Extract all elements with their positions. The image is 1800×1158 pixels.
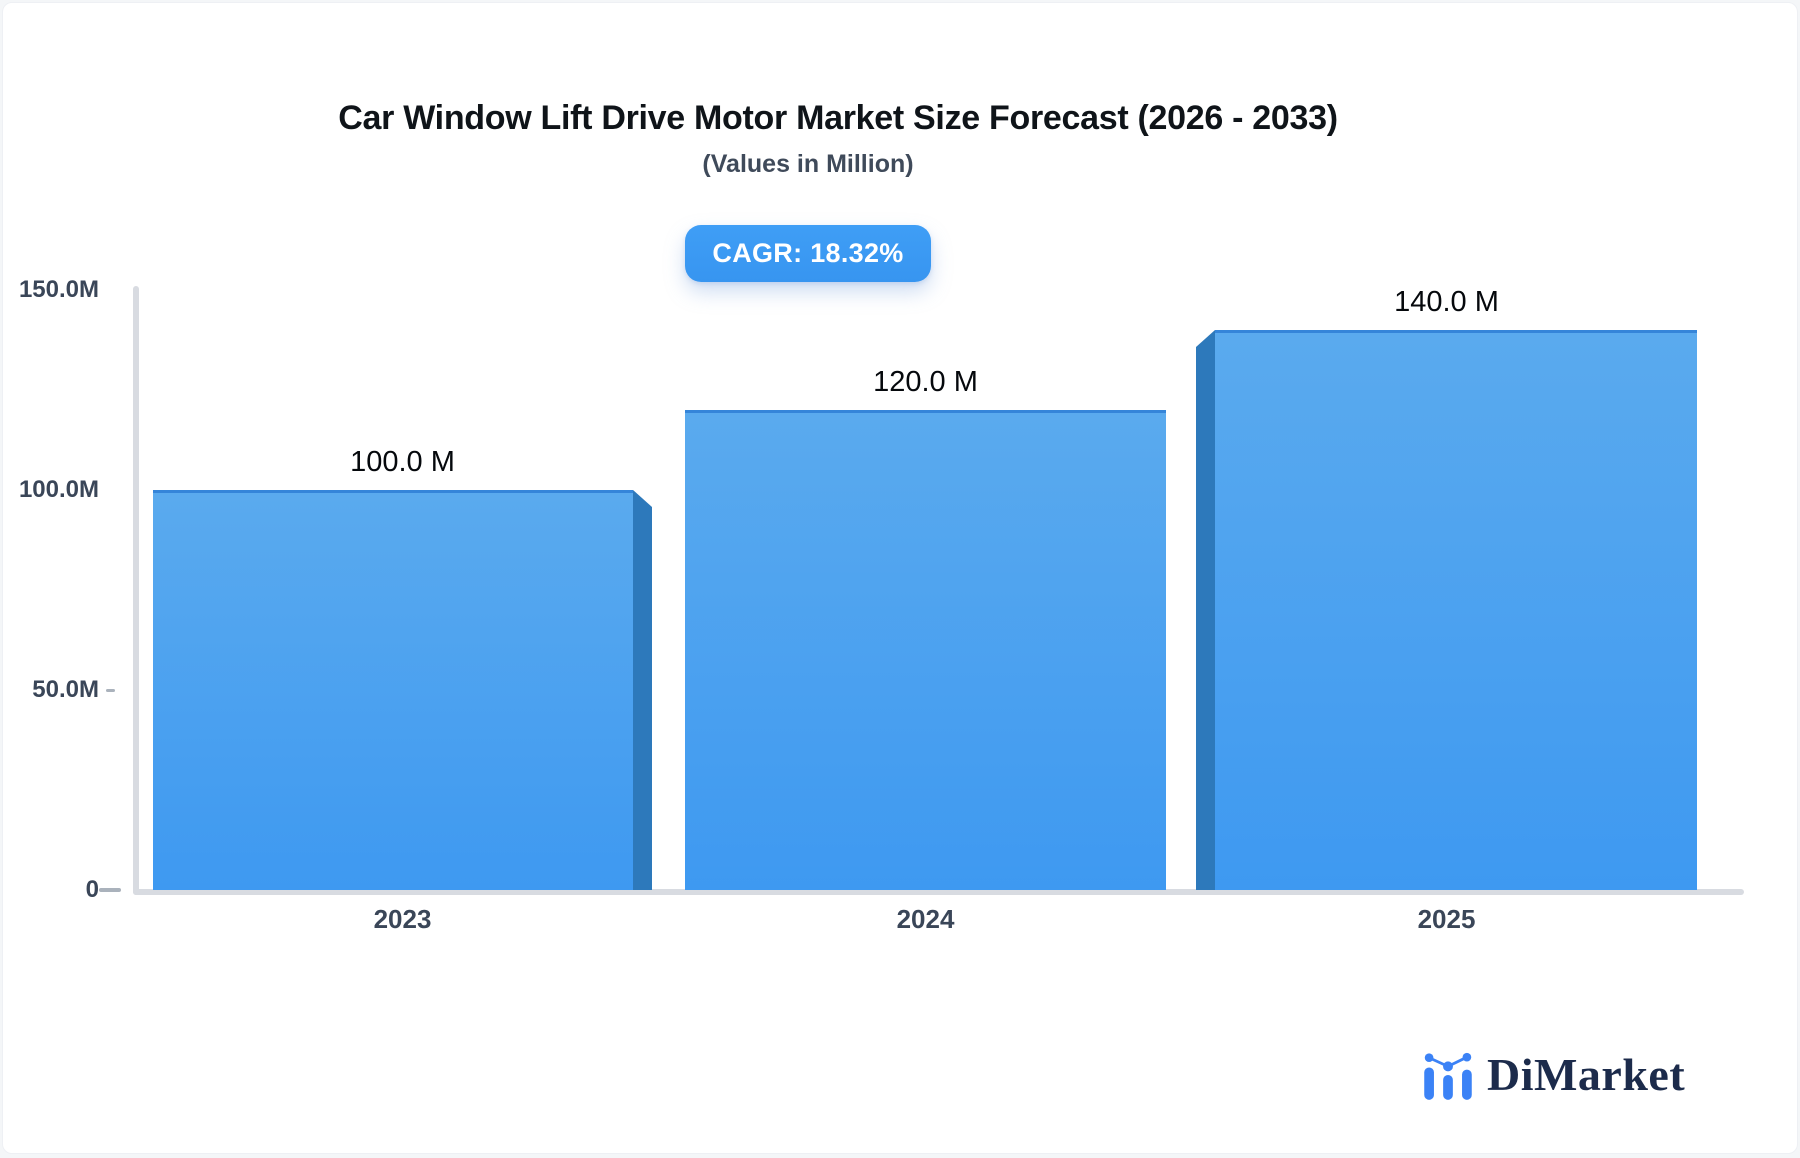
chart-title: Car Window Lift Drive Motor Market Size … <box>338 99 1338 137</box>
y-tick-label: 150.0M <box>18 276 99 303</box>
x-axis-label-2023: 2023 <box>373 904 432 934</box>
x-axis-line <box>133 889 1744 895</box>
bar-value-label: 100.0 M <box>350 446 455 478</box>
y-axis-line <box>133 286 139 895</box>
bar-2024 <box>685 410 1166 890</box>
bar-line-chart-icon <box>1424 1052 1472 1100</box>
bar-face <box>153 490 633 890</box>
y-tick-mark <box>106 688 115 692</box>
bar-side-3d <box>633 490 652 890</box>
cagr-badge-wrap: CAGR: 18.32% <box>3 225 1613 282</box>
logo-text: DiMarket <box>1487 1049 1686 1100</box>
y-tick-label: 50.0M <box>32 676 99 703</box>
bar-2023 <box>153 490 652 890</box>
y-tick-label: 0 <box>85 876 99 903</box>
bar-side-3d <box>1196 330 1215 890</box>
cagr-badge: CAGR: 18.32% <box>685 225 931 282</box>
x-axis-label-2024: 2024 <box>896 904 955 934</box>
bar-face <box>685 410 1166 890</box>
bar-face <box>1215 330 1697 890</box>
chart-subtitle: (Values in Million) <box>702 150 914 178</box>
bar-value-label: 120.0 M <box>873 366 978 398</box>
plot-area: 150.0M 100.0M 50.0M 0 100.0 M 2023 120.0 M 2024… <box>3 3 1797 1153</box>
bar-value-label: 140.0 M <box>1394 286 1499 318</box>
x-axis-label-2025: 2025 <box>1417 904 1476 934</box>
y-tick-label: 100.0M <box>18 476 99 503</box>
bar-2025 <box>1196 330 1697 890</box>
dimarket-logo: DiMarket <box>1421 1043 1721 1107</box>
y-tick-mark <box>99 888 121 892</box>
